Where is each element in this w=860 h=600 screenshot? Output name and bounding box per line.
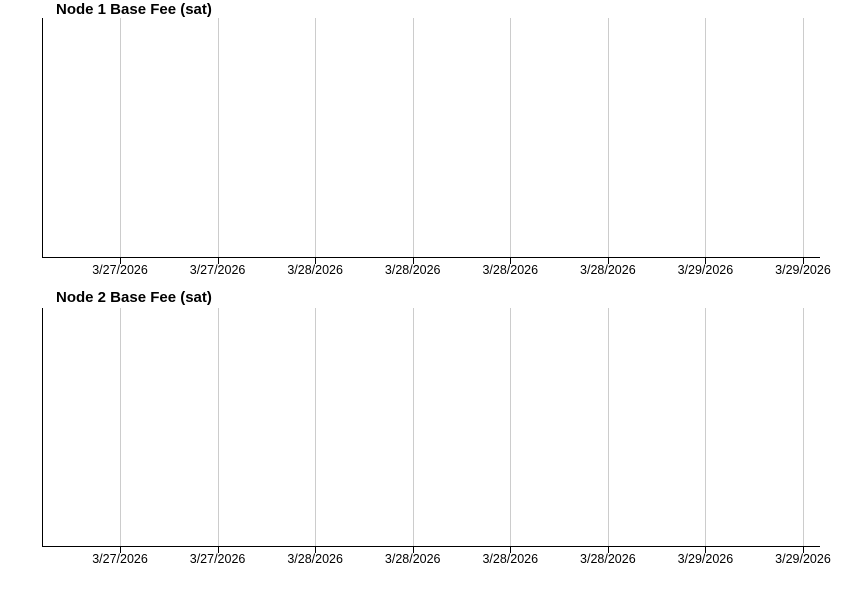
x-axis-tick bbox=[315, 547, 317, 553]
gridline bbox=[802, 308, 804, 546]
gridline bbox=[412, 308, 414, 546]
gridline bbox=[510, 18, 512, 257]
x-axis-tick-label: 3/28/2026 bbox=[384, 552, 441, 566]
x-axis-tick-label: 3/27/2026 bbox=[92, 263, 148, 277]
x-axis-tick bbox=[510, 547, 512, 553]
gridline bbox=[510, 308, 512, 546]
x-axis-tick-label: 3/29/2026 bbox=[775, 552, 831, 566]
gridline bbox=[315, 18, 317, 257]
x-axis-tick bbox=[412, 258, 414, 264]
x-axis-tick-label: 3/28/2026 bbox=[287, 263, 343, 277]
x-axis-tick bbox=[315, 258, 317, 264]
x-axis-tick-label: 3/28/2026 bbox=[287, 552, 343, 566]
x-axis-tick bbox=[510, 258, 512, 264]
x-axis-tick bbox=[802, 547, 804, 553]
x-axis-tick-label: 3/28/2026 bbox=[482, 552, 539, 566]
x-axis-tick bbox=[607, 547, 609, 553]
gridline bbox=[315, 308, 317, 546]
x-axis-tick-label: 3/28/2026 bbox=[384, 263, 441, 277]
x-axis-tick bbox=[120, 258, 121, 264]
x-axis-tick-label: 3/28/2026 bbox=[580, 263, 636, 277]
x-axis-tick-label: 3/28/2026 bbox=[482, 263, 539, 277]
x-axis-labels: 3/27/2026 3/27/2026 3/28/2026 3/28/2026 3/28… bbox=[42, 552, 831, 568]
plot-area bbox=[42, 308, 820, 553]
x-axis-tick bbox=[705, 258, 707, 264]
x-axis-tick-label: 3/29/2026 bbox=[677, 552, 734, 566]
gridline bbox=[120, 308, 121, 546]
gridline bbox=[705, 308, 707, 546]
gridline bbox=[607, 308, 609, 546]
gridline bbox=[217, 18, 219, 257]
x-axis-tick bbox=[217, 258, 219, 264]
gridline bbox=[607, 18, 609, 257]
x-axis-tick bbox=[412, 547, 414, 553]
chart-title: Node 1 Base Fee (sat) bbox=[56, 1, 212, 18]
x-axis-tick-label: 3/28/2026 bbox=[580, 552, 636, 566]
gridline bbox=[217, 308, 219, 546]
x-axis-tick-label: 3/27/2026 bbox=[92, 552, 148, 566]
x-axis-tick bbox=[607, 258, 609, 264]
x-axis-tick-label: 3/27/2026 bbox=[189, 552, 246, 566]
gridline bbox=[802, 18, 804, 257]
plot-area bbox=[42, 18, 820, 264]
chart-title: Node 2 Base Fee (sat) bbox=[56, 289, 212, 306]
gridline bbox=[705, 18, 707, 257]
gridline bbox=[412, 18, 414, 257]
x-axis-labels: 3/27/2026 3/27/2026 3/28/2026 3/28/2026 3/28… bbox=[42, 263, 831, 279]
x-axis-tick-label: 3/29/2026 bbox=[677, 263, 734, 277]
gridline bbox=[120, 18, 121, 257]
x-axis-tick bbox=[120, 547, 121, 553]
x-axis-tick-label: 3/29/2026 bbox=[775, 263, 831, 277]
x-axis-tick bbox=[705, 547, 707, 553]
x-axis-tick bbox=[802, 258, 804, 264]
x-axis-tick bbox=[217, 547, 219, 553]
x-axis-tick-label: 3/27/2026 bbox=[189, 263, 246, 277]
